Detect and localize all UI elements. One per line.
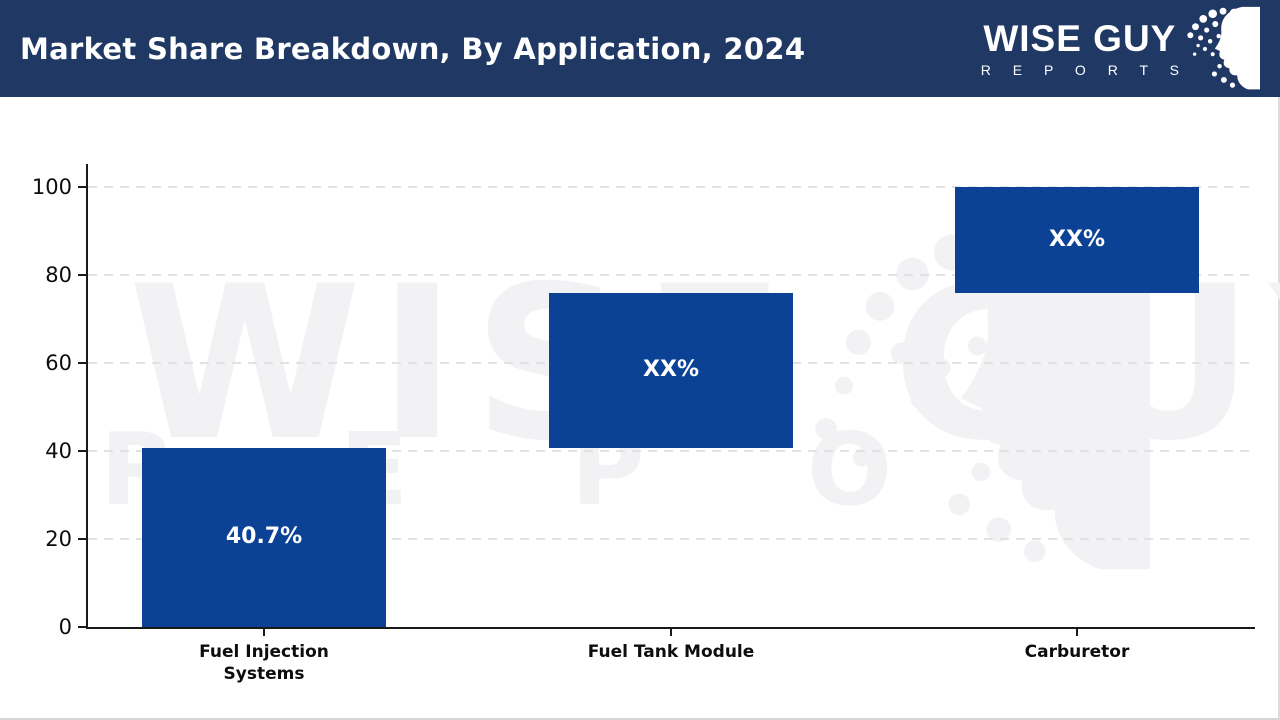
- x-axis-label: Fuel Injection Systems: [199, 642, 329, 685]
- x-tick-mark: [670, 629, 672, 636]
- plot-area: 0 20 40 60 80 100 40.7% Fuel Injection Systems X…: [32, 164, 1255, 684]
- logo-face-icon: [1187, 6, 1260, 89]
- y-tick-mark: [78, 449, 86, 452]
- y-tick-mark: [78, 273, 86, 276]
- gridline: [88, 273, 1255, 276]
- bar: [955, 186, 1199, 294]
- bar-value-label: 40.7%: [225, 524, 303, 550]
- gridline: [88, 185, 1255, 188]
- logo-subtext: R E P O R T S: [980, 62, 1188, 78]
- y-tick-label: 60: [45, 350, 72, 375]
- x-tick-mark: [263, 629, 265, 636]
- header-bar: Market Share Breakdown, By Application, …: [0, 0, 1280, 97]
- bar-value-label: XX%: [643, 357, 699, 383]
- x-axis-label: Carburetor: [1024, 642, 1130, 662]
- brand-logo: WISE GUY R E P O R T S: [972, 6, 1260, 92]
- y-tick-mark: [78, 537, 86, 540]
- gridline: [88, 449, 1255, 452]
- x-axis-label: Fuel Tank Module: [587, 642, 755, 662]
- y-axis-line: [86, 164, 88, 629]
- y-tick-label: 0: [58, 615, 72, 639]
- y-tick-label: 100: [31, 174, 72, 199]
- logo-wordmark: WISE GUY: [983, 18, 1177, 59]
- bar: [549, 293, 793, 448]
- y-tick-mark: [78, 361, 86, 364]
- gridline: [88, 537, 1255, 540]
- y-tick-label: 80: [45, 262, 72, 287]
- page-title: Market Share Breakdown, By Application, …: [20, 31, 806, 66]
- y-tick-mark: [78, 185, 86, 188]
- y-tick-label: 20: [45, 526, 72, 551]
- bar: [142, 447, 386, 627]
- x-tick-mark: [1076, 629, 1078, 636]
- y-tick-mark: [78, 626, 86, 628]
- bar-value-label: XX%: [1049, 226, 1105, 252]
- x-axis-line: [86, 627, 1255, 629]
- y-tick-label: 40: [45, 438, 72, 463]
